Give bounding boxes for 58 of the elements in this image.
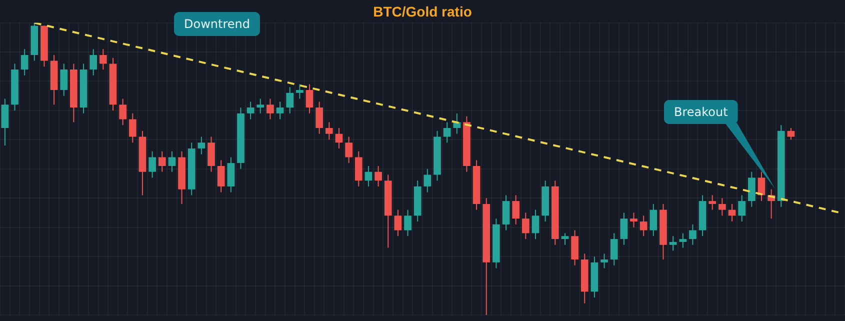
candlestick [227, 156, 235, 193]
candlestick [708, 194, 716, 210]
candlestick [679, 232, 687, 248]
annotation: Downtrend [184, 17, 250, 32]
candlestick [630, 212, 638, 228]
candlestick [266, 98, 274, 120]
candlestick [512, 194, 520, 225]
annotation: Breakout [674, 105, 729, 120]
candlestick [208, 136, 215, 172]
candlestick [443, 122, 451, 144]
candlestick [748, 171, 756, 208]
candlestick [345, 136, 352, 164]
speech-bubble: Downtrend [174, 12, 260, 36]
candlestick [119, 98, 127, 126]
candlestick [217, 160, 225, 193]
candlestick [128, 112, 136, 144]
candlestick [669, 236, 677, 252]
candlestick [316, 101, 324, 134]
candlestick [90, 48, 98, 76]
candlestick [561, 232, 569, 246]
candlestick [99, 48, 107, 70]
candlestick [246, 101, 254, 120]
candlestick [276, 101, 284, 120]
candlestick [787, 127, 795, 140]
candlestick [394, 209, 402, 237]
candlestick [600, 253, 608, 269]
candlestick [502, 194, 510, 231]
candlestick [148, 150, 156, 178]
candlestick [620, 212, 628, 246]
candlestick [256, 98, 264, 114]
candlestick [306, 84, 314, 114]
candlestick [168, 150, 176, 172]
candlestick [296, 84, 304, 100]
candlestick [522, 212, 530, 240]
candlestick [198, 136, 206, 155]
candlestick [1, 98, 9, 146]
candlestick [738, 194, 746, 222]
candlestick [60, 63, 68, 96]
candlestick [354, 150, 362, 187]
candlestick [286, 86, 294, 114]
candlestick [335, 127, 343, 149]
candlestick [650, 203, 658, 237]
candlestick [404, 209, 412, 237]
candlestick [158, 150, 166, 172]
chart-title: BTC/Gold ratio [373, 3, 472, 20]
candlestick [610, 232, 618, 266]
candlestick [532, 209, 540, 240]
candlestick [20, 48, 28, 76]
candlestick [374, 165, 382, 187]
candlestick [728, 203, 736, 222]
candlestick [424, 168, 432, 193]
candlestick [640, 215, 648, 237]
speech-bubble: Breakout [664, 100, 776, 190]
candlestick [718, 198, 726, 216]
candlestick [364, 165, 372, 187]
candlestick [689, 224, 696, 246]
candlestick [325, 122, 333, 140]
candlestick [571, 230, 578, 266]
